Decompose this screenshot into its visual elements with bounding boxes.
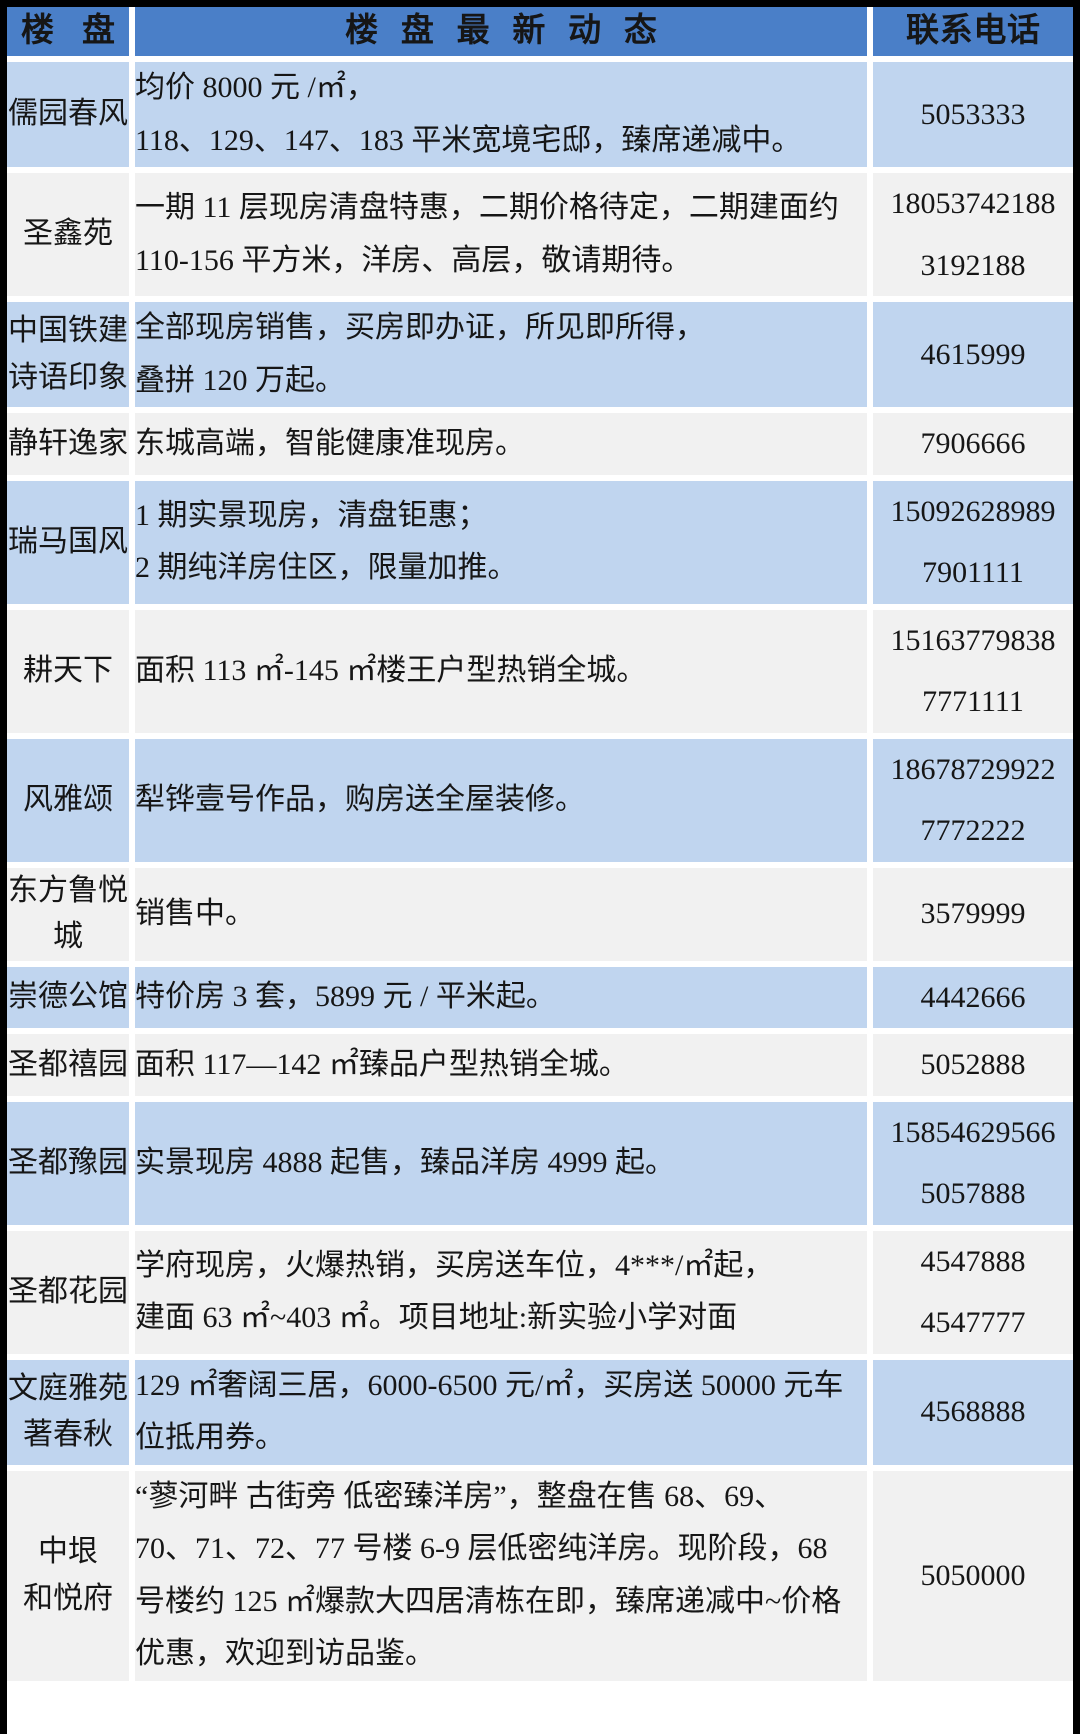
cell-contact-phone: 15092628989 7901111 (873, 480, 1073, 610)
table-row: 中国铁建 诗语印象 全部现房销售，买房即办证，所见即所得， 叠拼 120 万起。 4… (7, 302, 1073, 413)
column-header-latest-updates: 楼 盘 最 新 动 态 (135, 7, 873, 62)
table-row: 崇德公馆 特价房 3 套，5899 元 / 平米起。 4442666 (7, 966, 1073, 1034)
cell-property-name: 圣都禧园 (7, 1034, 135, 1102)
column-header-property-name: 楼 盘 (7, 7, 135, 62)
cell-contact-phone: 7906666 (873, 413, 1073, 481)
cell-property-name: 儒园春风 (7, 62, 135, 173)
cell-latest-update: 129 ㎡奢阔三居，6000-6500 元/㎡，买房送 50000 元车 位抵用… (135, 1359, 873, 1471)
cell-contact-phone: 3579999 (873, 867, 1073, 967)
table-row: 儒园春风 均价 8000 元 /㎡， 118、129、147、183 平米宽境宅邸… (7, 62, 1073, 173)
table-row: 耕天下 面积 113 ㎡-145 ㎡楼王户型热销全城。 15163779838 77… (7, 609, 1073, 739)
cell-latest-update: 全部现房销售，买房即办证，所见即所得， 叠拼 120 万起。 (135, 302, 873, 413)
cell-contact-phone: 5050000 (873, 1470, 1073, 1687)
cell-property-name: 文庭雅苑 著春秋 (7, 1359, 135, 1471)
table-row: 中垠 和悦府 “蓼河畔 古街旁 低密臻洋房”，整盘在售 68、69、 70、71、… (7, 1470, 1073, 1687)
cell-contact-phone: 4615999 (873, 302, 1073, 413)
cell-latest-update: 一期 11 层现房清盘特惠，二期价格待定，二期建面约 110-156 平方米，洋… (135, 173, 873, 302)
header-row: 楼 盘 楼 盘 最 新 动 态 联系电话 (7, 7, 1073, 62)
table-row: 圣都禧园 面积 117—142 ㎡臻品户型热销全城。 5052888 (7, 1034, 1073, 1102)
cell-latest-update: 实景现房 4888 起售，臻品洋房 4999 起。 (135, 1101, 873, 1231)
cell-contact-phone: 4547888 4547777 (873, 1230, 1073, 1360)
cell-contact-phone: 5053333 (873, 62, 1073, 173)
table-row: 东方鲁悦 城销售中。 3579999 (7, 867, 1073, 967)
table-row: 圣鑫苑 一期 11 层现房清盘特惠，二期价格待定，二期建面约 110-156 平方… (7, 173, 1073, 302)
cell-property-name: 圣都豫园 (7, 1101, 135, 1231)
table-row: 静轩逸家 东城高端，智能健康准现房。 7906666 (7, 413, 1073, 481)
cell-contact-phone: 4568888 (873, 1359, 1073, 1471)
cell-latest-update: 1 期实景现房，清盘钜惠； 2 期纯洋房住区，限量加推。 (135, 480, 873, 610)
table-row: 瑞马国风 1 期实景现房，清盘钜惠； 2 期纯洋房住区，限量加推。 15092628… (7, 480, 1073, 610)
cell-contact-phone: 15854629566 5057888 (873, 1101, 1073, 1231)
cell-contact-phone: 5052888 (873, 1034, 1073, 1102)
cell-property-name: 中国铁建 诗语印象 (7, 302, 135, 413)
cell-property-name: 崇德公馆 (7, 966, 135, 1034)
cell-property-name: 风雅颂 (7, 738, 135, 868)
table-row: 风雅颂 犁铧壹号作品，购房送全屋装修。 18678729922 7772222 (7, 738, 1073, 868)
cell-latest-update: 犁铧壹号作品，购房送全屋装修。 (135, 738, 873, 868)
cell-contact-phone: 15163779838 7771111 (873, 609, 1073, 739)
cell-latest-update: 销售中。 (135, 867, 873, 967)
cell-property-name: 瑞马国风 (7, 480, 135, 610)
cell-latest-update: 东城高端，智能健康准现房。 (135, 413, 873, 481)
cell-contact-phone: 4442666 (873, 966, 1073, 1034)
table-row: 圣都豫园 实景现房 4888 起售，臻品洋房 4999 起。 15854629566… (7, 1101, 1073, 1231)
cell-property-name: 圣鑫苑 (7, 173, 135, 302)
cell-latest-update: 均价 8000 元 /㎡， 118、129、147、183 平米宽境宅邸，臻席递… (135, 62, 873, 173)
cell-latest-update: 学府现房，火爆热销，买房送车位，4***/㎡起， 建面 63 ㎡~403 ㎡。项… (135, 1230, 873, 1360)
cell-latest-update: 面积 113 ㎡-145 ㎡楼王户型热销全城。 (135, 609, 873, 739)
cell-property-name: 中垠 和悦府 (7, 1470, 135, 1687)
cell-property-name: 耕天下 (7, 609, 135, 739)
property-listings-table: 楼 盘 楼 盘 最 新 动 态 联系电话 儒园春风 均价 8000 元 /㎡， 1… (7, 7, 1073, 1687)
cell-latest-update: 特价房 3 套，5899 元 / 平米起。 (135, 966, 873, 1034)
table-header: 楼 盘 楼 盘 最 新 动 态 联系电话 (7, 7, 1073, 62)
table-row: 圣都花园 学府现房，火爆热销，买房送车位，4***/㎡起， 建面 63 ㎡~403… (7, 1230, 1073, 1360)
cell-property-name: 东方鲁悦 城 (7, 867, 135, 967)
cell-property-name: 圣都花园 (7, 1230, 135, 1360)
cell-contact-phone: 18678729922 7772222 (873, 738, 1073, 868)
cell-property-name: 静轩逸家 (7, 413, 135, 481)
cell-contact-phone: 18053742188 3192188 (873, 173, 1073, 302)
cell-latest-update: “蓼河畔 古街旁 低密臻洋房”，整盘在售 68、69、 70、71、72、77 … (135, 1470, 873, 1687)
cell-latest-update: 面积 117—142 ㎡臻品户型热销全城。 (135, 1034, 873, 1102)
column-header-contact-phone: 联系电话 (873, 7, 1073, 62)
table-row: 文庭雅苑 著春秋 129 ㎡奢阔三居，6000-6500 元/㎡，买房送 5000… (7, 1359, 1073, 1471)
table-body: 儒园春风 均价 8000 元 /㎡， 118、129、147、183 平米宽境宅邸… (7, 62, 1073, 1687)
